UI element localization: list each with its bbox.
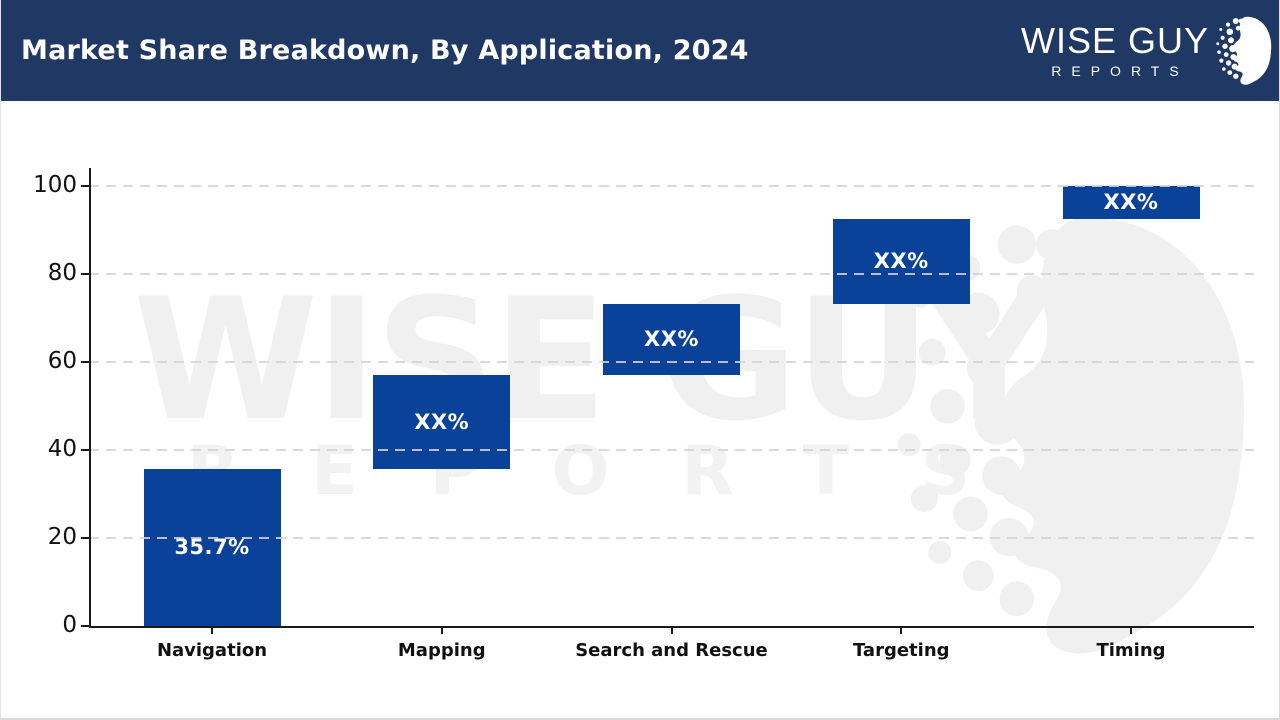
y-tick-mark <box>81 361 89 363</box>
y-tick-mark <box>81 273 89 275</box>
logo-subtitle: REPORTS <box>1051 62 1189 79</box>
y-tick-label: 20 <box>47 524 77 550</box>
y-tick-mark <box>81 449 89 451</box>
y-axis-spine <box>89 168 91 628</box>
bar-value-label: XX% <box>1103 190 1159 215</box>
x-tick-label-timing: Timing <box>1096 640 1166 661</box>
x-tick-mark <box>440 626 443 634</box>
x-tick-mark <box>670 626 673 634</box>
bar-value-label: 35.7% <box>174 535 250 560</box>
chart-title: Market Share Breakdown, By Application, … <box>21 35 749 66</box>
y-tick-mark <box>81 625 89 627</box>
bar-value-label: XX% <box>873 249 929 274</box>
bar-targeting: XX% <box>832 218 970 304</box>
y-tick-label: 60 <box>47 348 77 374</box>
gridline <box>89 449 1254 451</box>
gridline <box>89 361 1254 363</box>
y-tick-mark <box>81 537 89 539</box>
x-tick-label-search-and-rescue: Search and Rescue <box>575 640 768 661</box>
bar-value-label: XX% <box>644 327 699 352</box>
gridline <box>89 273 1254 275</box>
y-tick-label: 80 <box>47 260 77 286</box>
bar-mapping: XX% <box>373 374 511 469</box>
x-tick-label-navigation: Navigation <box>156 640 268 661</box>
gridline <box>89 537 1254 539</box>
x-tick-label-mapping: Mapping <box>397 640 486 661</box>
y-tick-mark <box>81 185 89 187</box>
y-tick-label: 0 <box>62 612 77 638</box>
y-tick-label: 100 <box>33 172 77 198</box>
x-axis-spine <box>89 626 1254 628</box>
y-tick-label: 40 <box>47 436 77 462</box>
bar-navigation: 35.7% <box>143 468 281 626</box>
logo-wordmark: WISE GUY <box>1020 19 1209 61</box>
x-tick-mark <box>211 626 213 634</box>
bar-search-and-rescue: XX% <box>603 303 740 375</box>
bar-timing: XX% <box>1062 186 1200 219</box>
wiseguy-head-icon <box>1213 13 1273 89</box>
gridline <box>89 185 1254 187</box>
x-tick-label-targeting: Targeting <box>852 640 950 661</box>
header-bar: Market Share Breakdown, By Application, … <box>1 0 1279 101</box>
wiseguy-logo: WISE GUY REPORTS <box>1021 13 1273 89</box>
bar-value-label: XX% <box>414 409 470 434</box>
